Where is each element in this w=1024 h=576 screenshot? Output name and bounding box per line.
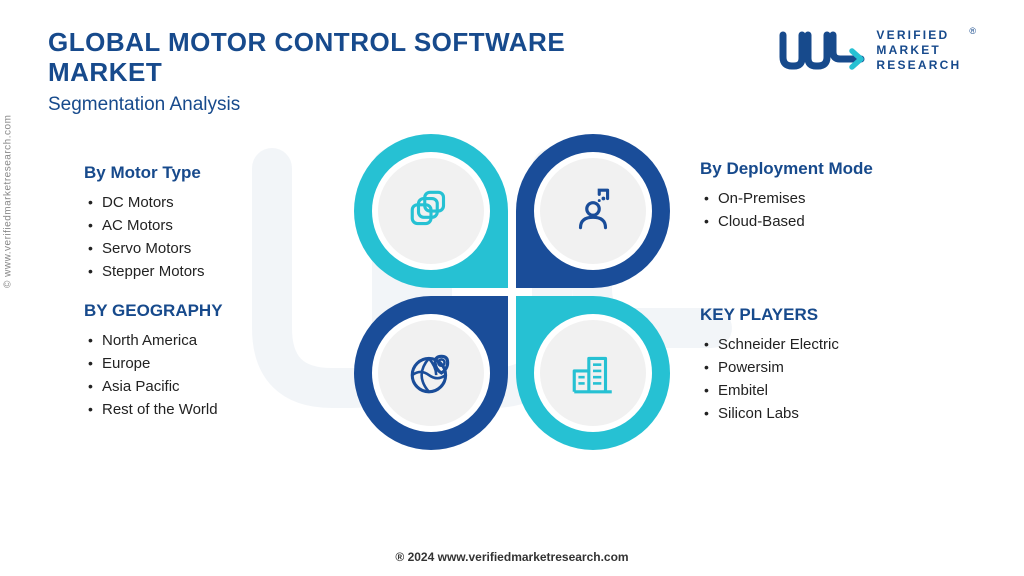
petal-inner (534, 152, 652, 270)
globe-pin-icon (406, 348, 456, 398)
brand-logo: VERIFIED MARKET RESEARCH ® (778, 28, 976, 73)
segment-title-geography: BY GEOGRAPHY (84, 301, 324, 321)
segment-list-motor-type: DC Motors AC Motors Servo Motors Stepper… (84, 191, 324, 283)
segment-list-geography: North America Europe Asia Pacific Rest o… (84, 329, 324, 421)
list-item: Embitel (704, 379, 940, 402)
vmr-logo-mark (778, 29, 868, 73)
petal-top-right (516, 134, 670, 288)
petal-bottom-right (516, 296, 670, 450)
list-item: Servo Motors (88, 237, 324, 260)
list-item: North America (88, 329, 324, 352)
petal-inner (534, 314, 652, 432)
segment-deployment: By Deployment Mode On-Premises Cloud-Bas… (700, 159, 940, 233)
list-item: Stepper Motors (88, 260, 324, 283)
title-block: GLOBAL MOTOR CONTROL SOFTWARE MARKET Seg… (48, 28, 648, 116)
list-item: AC Motors (88, 214, 324, 237)
list-item: Asia Pacific (88, 375, 324, 398)
brand-logo-line1: VERIFIED (876, 28, 961, 43)
segment-motor-type: By Motor Type DC Motors AC Motors Servo … (84, 163, 324, 283)
segment-geography: BY GEOGRAPHY North America Europe Asia P… (84, 301, 324, 421)
page-subtitle: Segmentation Analysis (48, 94, 648, 116)
right-column: By Deployment Mode On-Premises Cloud-Bas… (700, 159, 940, 425)
segment-title-deployment: By Deployment Mode (700, 159, 940, 179)
petal-diagram (352, 132, 672, 452)
brand-logo-line2: MARKET (876, 43, 961, 58)
segment-list-key-players: Schneider Electric Powersim Embitel Sili… (700, 333, 940, 425)
segment-title-motor-type: By Motor Type (84, 163, 324, 183)
segment-list-deployment: On-Premises Cloud-Based (700, 187, 940, 233)
footer-copyright: ® 2024 www.verifiedmarketresearch.com (0, 550, 1024, 564)
main-container: GLOBAL MOTOR CONTROL SOFTWARE MARKET Seg… (0, 0, 1024, 576)
page-title: GLOBAL MOTOR CONTROL SOFTWARE MARKET (48, 28, 648, 88)
user-scan-icon (568, 186, 618, 236)
list-item: Cloud-Based (704, 210, 940, 233)
petal-inner (372, 152, 490, 270)
registered-mark: ® (969, 26, 976, 36)
header-row: GLOBAL MOTOR CONTROL SOFTWARE MARKET Seg… (48, 28, 976, 116)
content-row: By Motor Type DC Motors AC Motors Servo … (48, 132, 976, 452)
petal-bottom-left (354, 296, 508, 450)
segment-title-key-players: KEY PLAYERS (700, 305, 940, 325)
list-item: Rest of the World (88, 398, 324, 421)
brand-logo-line3: RESEARCH (876, 58, 961, 73)
list-item: Schneider Electric (704, 333, 940, 356)
buildings-icon (568, 348, 618, 398)
layers-icon (406, 186, 456, 236)
petal-inner (372, 314, 490, 432)
list-item: Powersim (704, 356, 940, 379)
brand-logo-text: VERIFIED MARKET RESEARCH (876, 28, 961, 73)
list-item: DC Motors (88, 191, 324, 214)
list-item: On-Premises (704, 187, 940, 210)
left-column: By Motor Type DC Motors AC Motors Servo … (84, 163, 324, 421)
list-item: Silicon Labs (704, 402, 940, 425)
petal-top-left (354, 134, 508, 288)
segment-key-players: KEY PLAYERS Schneider Electric Powersim … (700, 305, 940, 425)
list-item: Europe (88, 352, 324, 375)
